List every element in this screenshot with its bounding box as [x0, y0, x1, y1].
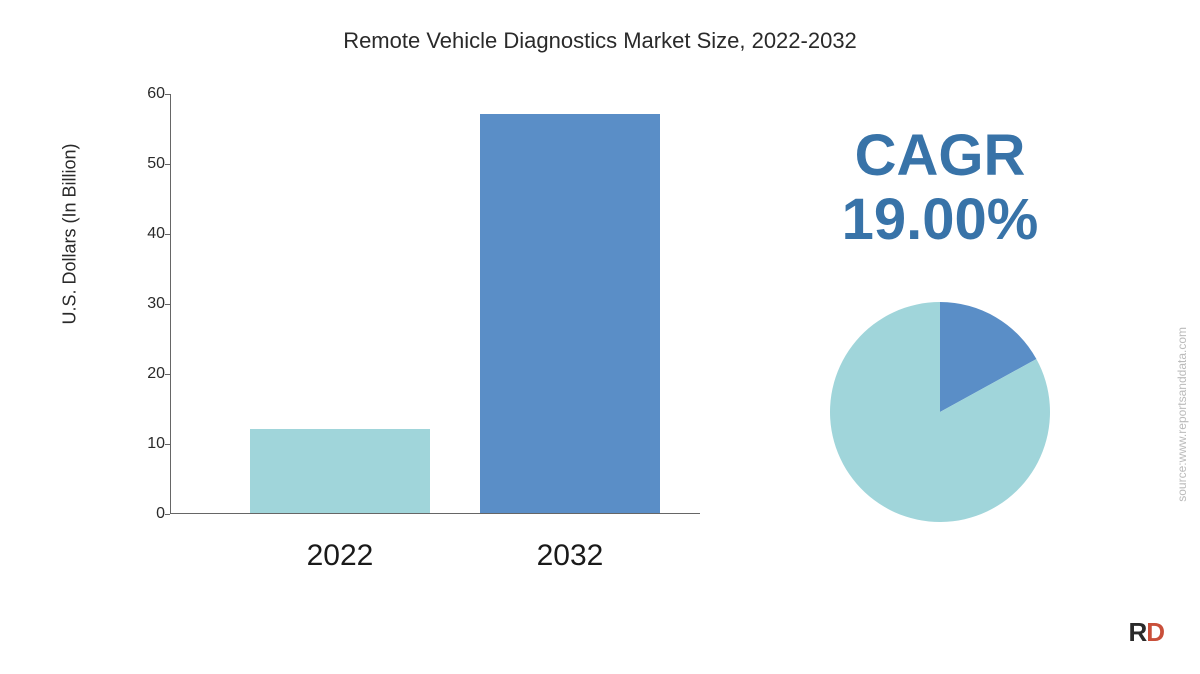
ytick-label: 50 — [125, 155, 165, 173]
ytick-label: 40 — [125, 225, 165, 243]
ytick-mark — [165, 234, 170, 235]
y-axis-label: U.S. Dollars (In Billion) — [60, 143, 81, 324]
pie-chart — [760, 302, 1120, 522]
source-attribution: source:www.reportsanddata.com — [1175, 327, 1189, 502]
ytick-label: 30 — [125, 295, 165, 313]
ytick-label: 10 — [125, 435, 165, 453]
x-axis-line — [170, 513, 700, 514]
logo-r: R — [1128, 617, 1146, 647]
logo: RD — [1128, 617, 1164, 648]
bar — [480, 114, 660, 513]
content-row: U.S. Dollars (In Billion) 0102030405060 … — [0, 84, 1200, 604]
ytick-mark — [165, 304, 170, 305]
x-category-label: 2022 — [307, 539, 374, 573]
chart-title: Remote Vehicle Diagnostics Market Size, … — [0, 0, 1200, 54]
ytick-label: 20 — [125, 365, 165, 383]
bar — [250, 429, 430, 513]
cagr-value: 19.00% — [760, 188, 1120, 252]
ytick-mark — [165, 164, 170, 165]
bar-chart: U.S. Dollars (In Billion) 0102030405060 … — [80, 84, 720, 604]
ytick-mark — [165, 94, 170, 95]
cagr-label: CAGR — [760, 124, 1120, 188]
x-category-label: 2032 — [537, 539, 604, 573]
logo-d: D — [1146, 617, 1164, 647]
plot-area: 0102030405060 20222032 — [170, 94, 700, 514]
right-panel: CAGR 19.00% — [720, 84, 1120, 604]
ytick-label: 60 — [125, 85, 165, 103]
ytick-label: 0 — [125, 505, 165, 523]
ytick-mark — [165, 514, 170, 515]
ytick-mark — [165, 374, 170, 375]
y-axis-line — [170, 94, 171, 514]
ytick-mark — [165, 444, 170, 445]
